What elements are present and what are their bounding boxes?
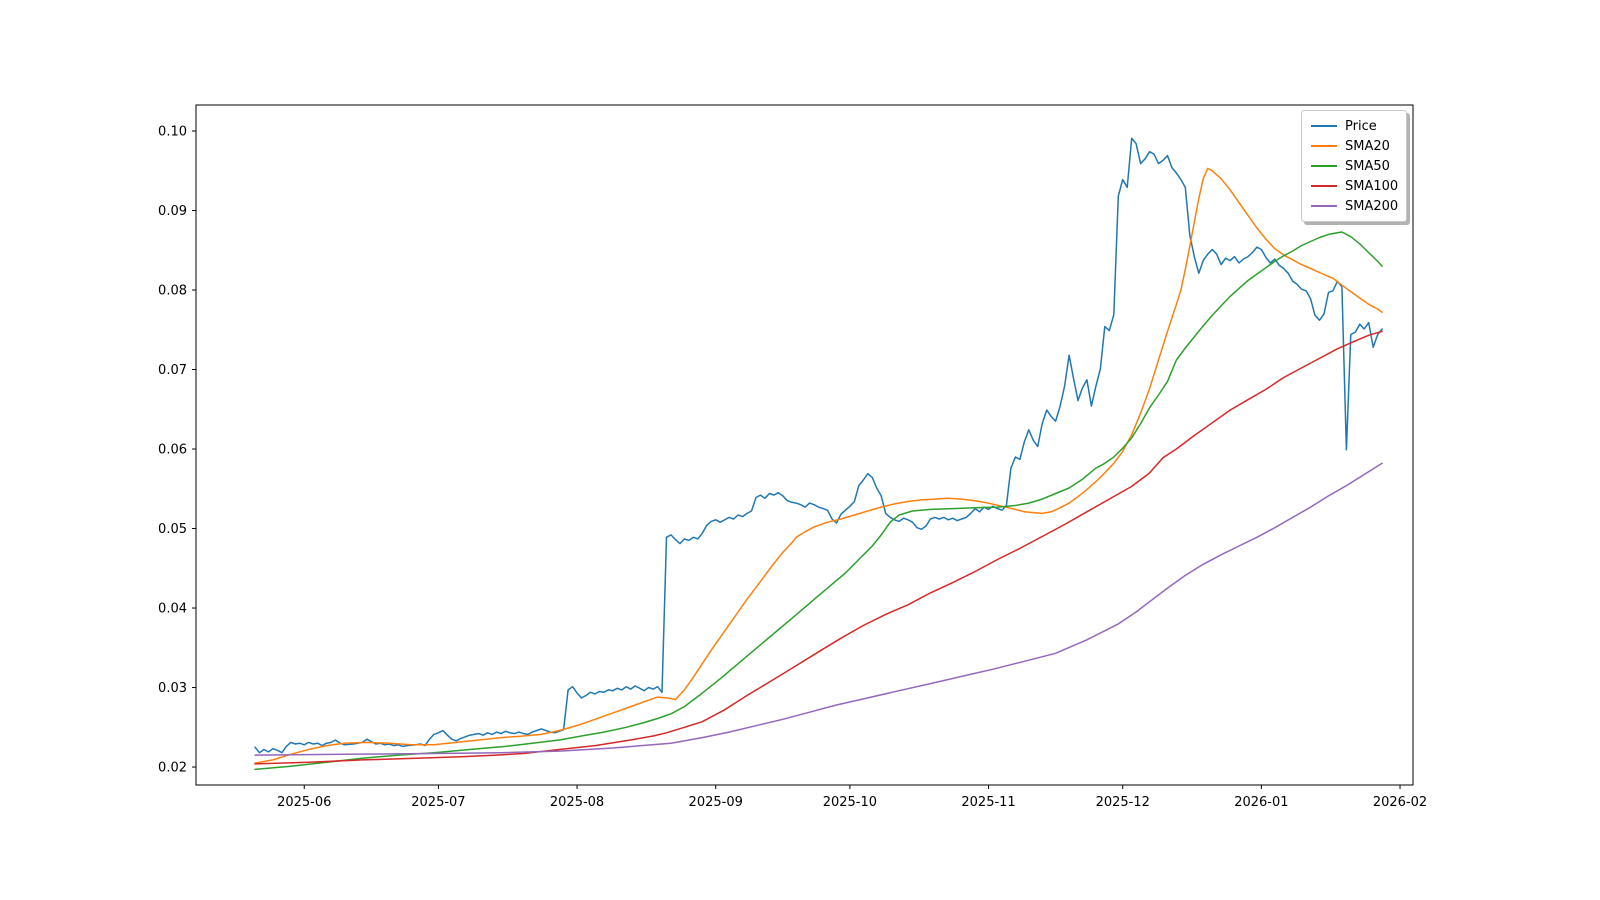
series-line-sma100 bbox=[254, 330, 1383, 765]
series-line-sma50 bbox=[254, 231, 1383, 771]
legend-label: SMA50 bbox=[1345, 158, 1390, 174]
x-tick-label: 2025-08 bbox=[550, 795, 604, 810]
legend-item-sma100: SMA100 bbox=[1311, 176, 1399, 196]
legend-item-sma50: SMA50 bbox=[1311, 156, 1397, 176]
plot-border bbox=[195, 104, 1414, 786]
y-tick-label: 0.06 bbox=[158, 443, 187, 458]
y-tick-label: 0.02 bbox=[158, 761, 187, 776]
legend-item-sma200: SMA200 bbox=[1311, 196, 1399, 216]
legend-label: SMA100 bbox=[1345, 178, 1399, 194]
x-tick-label: 2025-06 bbox=[277, 795, 331, 810]
x-tick-label: 2025-09 bbox=[689, 795, 743, 810]
x-tick-label: 2025-12 bbox=[1096, 795, 1150, 810]
y-tick-label: 0.03 bbox=[158, 681, 187, 696]
y-tick-label: 0.05 bbox=[158, 522, 187, 537]
series-line-sma200 bbox=[254, 462, 1383, 756]
legend-item-price: Price bbox=[1311, 116, 1397, 136]
series-line-sma20 bbox=[254, 167, 1383, 764]
legend-item-sma20: SMA20 bbox=[1311, 136, 1397, 156]
x-tick-label: 2025-07 bbox=[411, 795, 465, 810]
x-tick-label: 2025-11 bbox=[961, 795, 1015, 810]
legend-line-swatch bbox=[1311, 145, 1337, 147]
y-tick-label: 0.10 bbox=[158, 124, 187, 139]
x-tick-label: 2025-10 bbox=[823, 795, 877, 810]
x-tick-label: 2026-02 bbox=[1373, 795, 1427, 810]
legend-line-swatch bbox=[1311, 185, 1337, 187]
y-tick-label: 0.09 bbox=[158, 204, 187, 219]
legend-label: Price bbox=[1345, 118, 1377, 134]
y-tick-label: 0.04 bbox=[158, 602, 187, 617]
legend-line-swatch bbox=[1311, 165, 1337, 167]
legend-label: SMA20 bbox=[1345, 138, 1390, 154]
legend-line-swatch bbox=[1311, 205, 1337, 207]
series-line-price bbox=[254, 137, 1383, 754]
chart-legend: Price SMA20 SMA50 SMA100 SMA200 bbox=[1301, 110, 1407, 222]
legend-line-swatch bbox=[1311, 125, 1337, 127]
y-tick-label: 0.08 bbox=[158, 284, 187, 299]
y-tick-label: 0.07 bbox=[158, 363, 187, 378]
legend-label: SMA200 bbox=[1345, 198, 1399, 214]
x-tick-label: 2026-01 bbox=[1234, 795, 1288, 810]
